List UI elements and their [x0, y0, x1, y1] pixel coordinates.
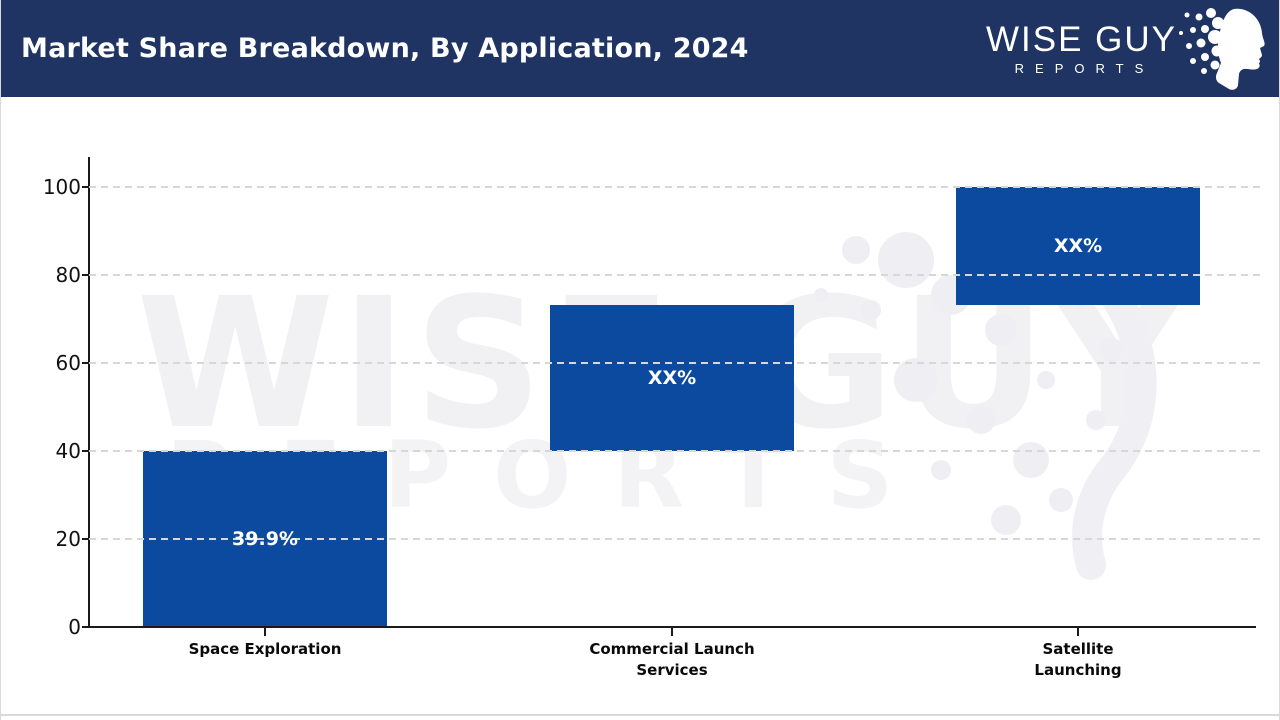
y-axis-tick [82, 186, 89, 188]
y-axis-tick [82, 538, 89, 540]
x-axis-tick [1077, 628, 1079, 636]
bar-value-label: XX% [647, 367, 697, 389]
x-axis-tick [671, 628, 673, 636]
gridline-60 [89, 362, 1263, 364]
logo-wordmark: WISE GUY [985, 19, 1177, 59]
x-axis-tick [264, 628, 266, 636]
y-axis-tick [82, 450, 89, 452]
wiseguy-logo: WISE GUY REPORTS [985, 3, 1279, 95]
y-axis-tick [82, 362, 89, 364]
logo-head-icon [1179, 7, 1265, 90]
chart-title: Market Share Breakdown, By Application, … [21, 33, 749, 64]
gridline-100 [89, 186, 1263, 188]
gridline-40 [89, 450, 1263, 452]
x-category-label: Satellite Launching [948, 639, 1208, 681]
x-axis-line [88, 626, 1256, 628]
x-category-label: Commercial Launch Services [542, 639, 802, 681]
x-category-line: Launching [1034, 661, 1122, 679]
y-tick-label: 20 [55, 527, 81, 551]
logo-subtitle: REPORTS [1014, 60, 1155, 76]
header-bar: Market Share Breakdown, By Application, … [1, 0, 1279, 97]
bar-segment-2 [550, 305, 794, 451]
x-category-line: Services [636, 661, 708, 679]
x-category-line: Space Exploration [188, 640, 342, 658]
y-tick-label: 40 [55, 439, 81, 463]
y-axis-line [88, 157, 90, 627]
y-axis-tick [82, 626, 89, 628]
x-category-label: Space Exploration [135, 639, 395, 660]
y-axis-tick [82, 274, 89, 276]
bar-value-label: 39.9% [232, 528, 298, 550]
gridline-20 [89, 538, 1263, 540]
gridline-80 [89, 274, 1263, 276]
y-tick-label: 80 [55, 263, 81, 287]
y-tick-label: 0 [68, 615, 81, 639]
y-tick-label: 60 [55, 351, 81, 375]
x-category-line: Commercial Launch [589, 640, 755, 658]
bar-value-label: XX% [1053, 235, 1103, 257]
y-tick-label: 100 [42, 175, 81, 199]
x-category-line: Satellite [1042, 640, 1114, 658]
